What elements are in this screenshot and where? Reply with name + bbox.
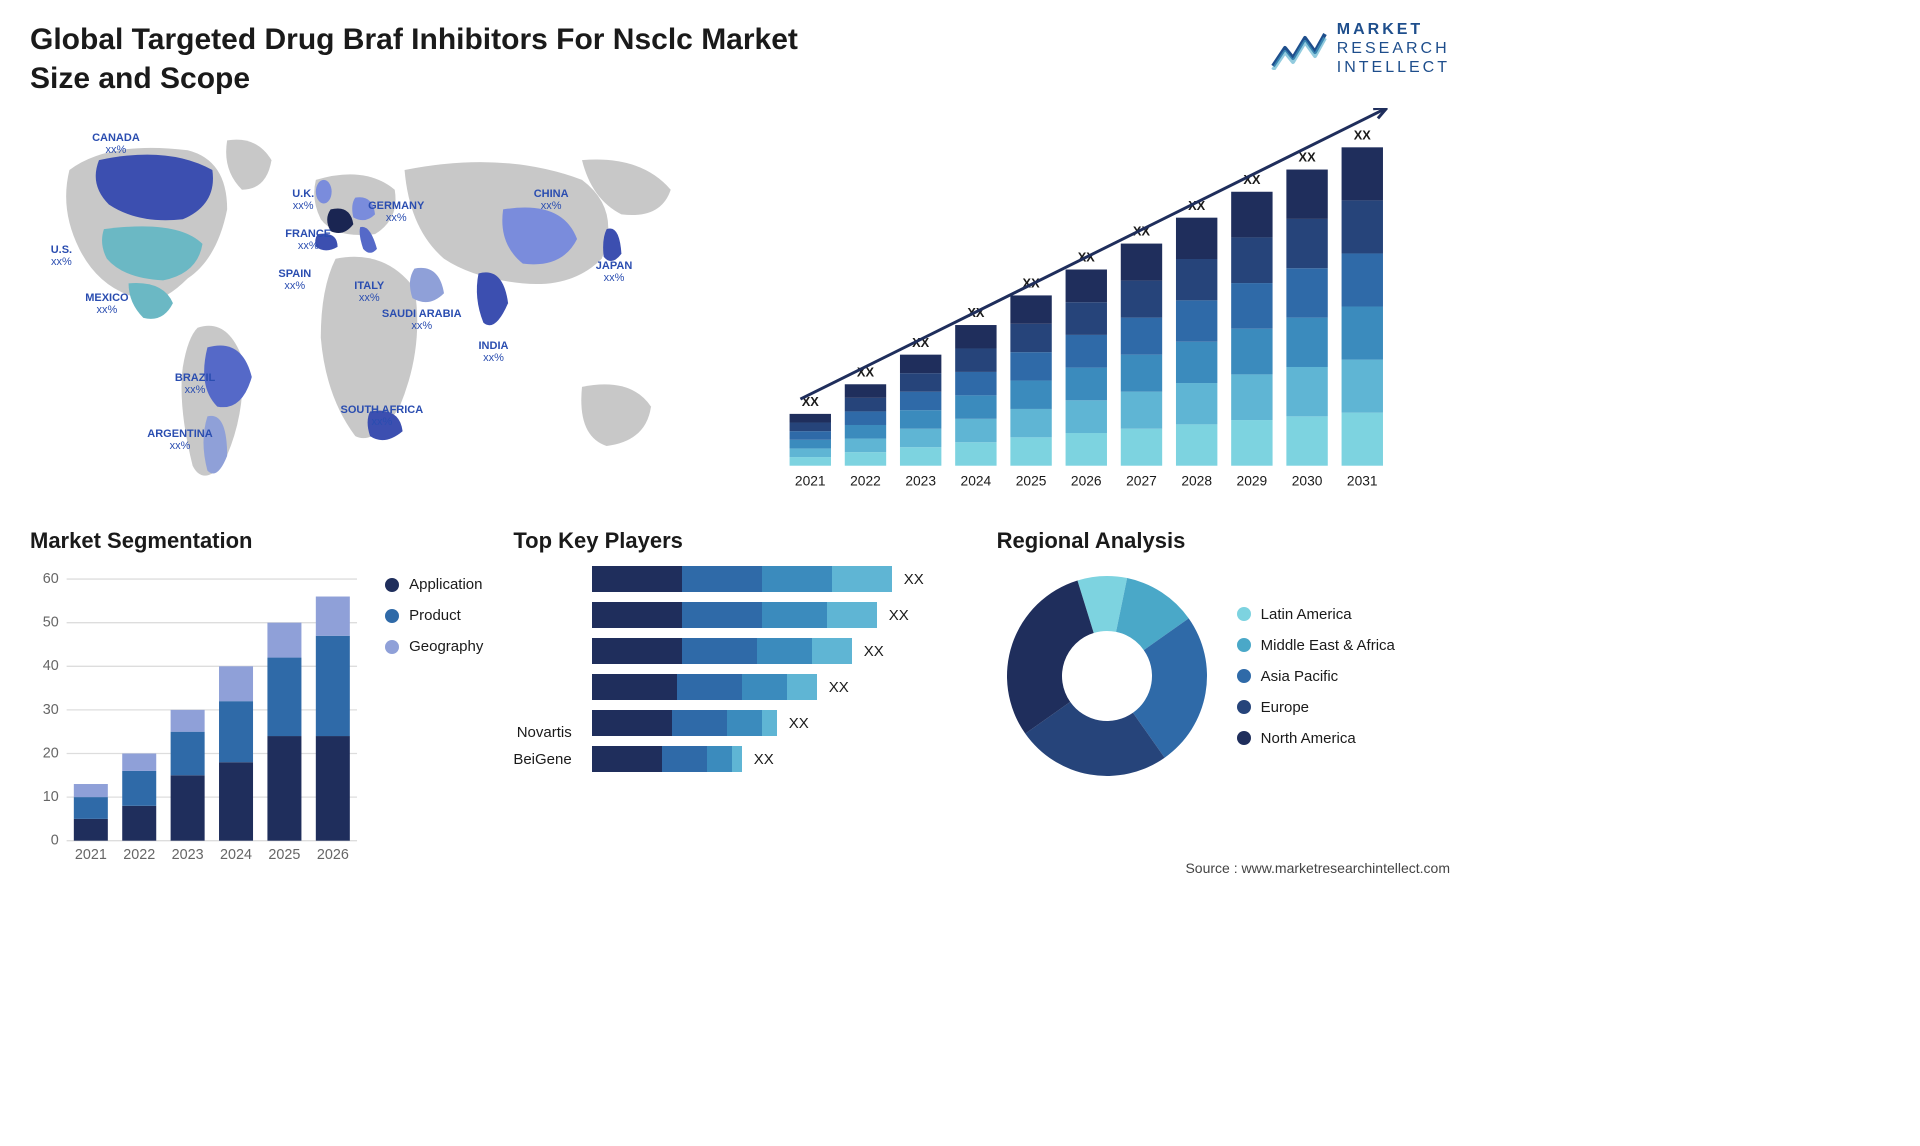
map-label-southafrica: SOUTH AFRICAxx% (341, 404, 424, 428)
svg-text:XX: XX (1354, 127, 1372, 142)
logo-icon (1271, 28, 1327, 70)
svg-text:2026: 2026 (317, 847, 349, 863)
bottom-row: Market Segmentation 01020304050602021202… (30, 528, 1450, 828)
player-name: Novartis (513, 724, 571, 741)
map-label-japan: JAPANxx% (596, 260, 632, 284)
map-label-uk: U.K.xx% (292, 188, 314, 212)
infographic-container: Global Targeted Drug Braf Inhibitors For… (0, 0, 1480, 884)
regional-legend: Latin America Middle East & Africa Asia Pa… (1237, 606, 1395, 747)
key-players-bars: XX XX XX XX XX XX (592, 566, 924, 772)
svg-text:2024: 2024 (961, 473, 992, 488)
svg-text:2025: 2025 (268, 847, 300, 863)
regional-panel: Regional Analysis Latin America Middle Ea… (997, 528, 1450, 828)
legend-item-north-america: North America (1237, 730, 1395, 747)
svg-text:2026: 2026 (1071, 473, 1102, 488)
map-label-saudiarabia: SAUDI ARABIAxx% (382, 308, 462, 332)
map-label-china: CHINAxx% (534, 188, 569, 212)
svg-text:2022: 2022 (850, 473, 881, 488)
growth-chart-panel: XXXXXXXXXXXXXXXXXXXXXX 20212022202320242… (760, 108, 1450, 508)
legend-item-asia-pacific: Asia Pacific (1237, 668, 1395, 685)
svg-text:2025: 2025 (1016, 473, 1047, 488)
logo-text: MARKET RESEARCH INTELLECT (1337, 20, 1450, 78)
donut-chart-wrap (997, 566, 1217, 786)
player-bar-row: XX (592, 674, 924, 700)
player-name: BeiGene (513, 751, 571, 768)
player-bar-row: XX (592, 638, 924, 664)
donut-chart (997, 566, 1217, 786)
legend-item-europe: Europe (1237, 699, 1395, 716)
svg-text:60: 60 (43, 571, 59, 587)
player-bar-row: XX (592, 746, 924, 772)
svg-text:20: 20 (43, 745, 59, 761)
main-title: Global Targeted Drug Braf Inhibitors For… (30, 20, 830, 98)
map-label-india: INDIAxx% (479, 340, 509, 364)
map-label-germany: GERMANYxx% (368, 200, 424, 224)
key-players-labels: Novartis BeiGene (513, 724, 571, 772)
svg-text:2029: 2029 (1237, 473, 1268, 488)
svg-text:2021: 2021 (75, 847, 107, 863)
svg-text:2027: 2027 (1126, 473, 1157, 488)
top-row: CANADAxx% U.S.xx% MEXICOxx% BRAZILxx% ARGENT… (30, 108, 1450, 508)
growth-chart: XXXXXXXXXXXXXXXXXXXXXX 20212022202320242… (760, 108, 1450, 508)
map-label-canada: CANADAxx% (92, 132, 140, 156)
map-label-argentina: ARGENTINAxx% (147, 428, 212, 452)
regional-title: Regional Analysis (997, 528, 1450, 554)
svg-text:50: 50 (43, 615, 59, 631)
map-label-italy: ITALYxx% (354, 280, 384, 304)
world-map-panel: CANADAxx% U.S.xx% MEXICOxx% BRAZILxx% ARGENT… (30, 108, 720, 508)
segmentation-legend: Application Product Geography (385, 566, 483, 867)
header: Global Targeted Drug Braf Inhibitors For… (30, 20, 1450, 98)
logo-line2: RESEARCH (1337, 39, 1450, 58)
logo: MARKET RESEARCH INTELLECT (1271, 20, 1450, 78)
map-label-mexico: MEXICOxx% (85, 292, 128, 316)
player-bar-row: XX (592, 710, 924, 736)
key-players-title: Top Key Players (513, 528, 966, 554)
map-label-brazil: BRAZILxx% (175, 372, 215, 396)
svg-text:2023: 2023 (172, 847, 204, 863)
map-label-france: FRANCExx% (285, 228, 331, 252)
svg-text:2022: 2022 (123, 847, 155, 863)
world-map (30, 108, 720, 508)
svg-text:40: 40 (43, 658, 59, 674)
segmentation-chart: 0 10 20 30 40 50 60 2021 2022 2023 2024 2025 2026 (30, 566, 370, 867)
player-bar-row: XX (592, 602, 924, 628)
svg-text:2031: 2031 (1347, 473, 1378, 488)
legend-item-latin-america: Latin America (1237, 606, 1395, 623)
key-players-panel: Top Key Players NovartisBeiGene XXXXXXXX… (513, 528, 966, 828)
logo-line3: INTELLECT (1337, 58, 1450, 77)
svg-text:2030: 2030 (1292, 473, 1323, 488)
legend-item-middle-east---africa: Middle East & Africa (1237, 637, 1395, 654)
logo-line1: MARKET (1337, 20, 1450, 39)
map-label-spain: SPAINxx% (278, 268, 311, 292)
legend-item-product: Product (385, 607, 483, 624)
segmentation-panel: Market Segmentation 01020304050602021202… (30, 528, 483, 828)
svg-text:30: 30 (43, 702, 59, 718)
legend-item-geography: Geography (385, 638, 483, 655)
source-text: Source : www.marketresearchintellect.com (1185, 860, 1450, 876)
svg-text:2023: 2023 (905, 473, 936, 488)
legend-item-application: Application (385, 576, 483, 593)
segmentation-title: Market Segmentation (30, 528, 483, 554)
svg-text:0: 0 (51, 833, 59, 849)
map-label-us: U.S.xx% (51, 244, 72, 268)
svg-text:2024: 2024 (220, 847, 252, 863)
player-bar-row: XX (592, 566, 924, 592)
svg-text:2021: 2021 (795, 473, 826, 488)
svg-text:2028: 2028 (1181, 473, 1212, 488)
svg-text:10: 10 (43, 789, 59, 805)
